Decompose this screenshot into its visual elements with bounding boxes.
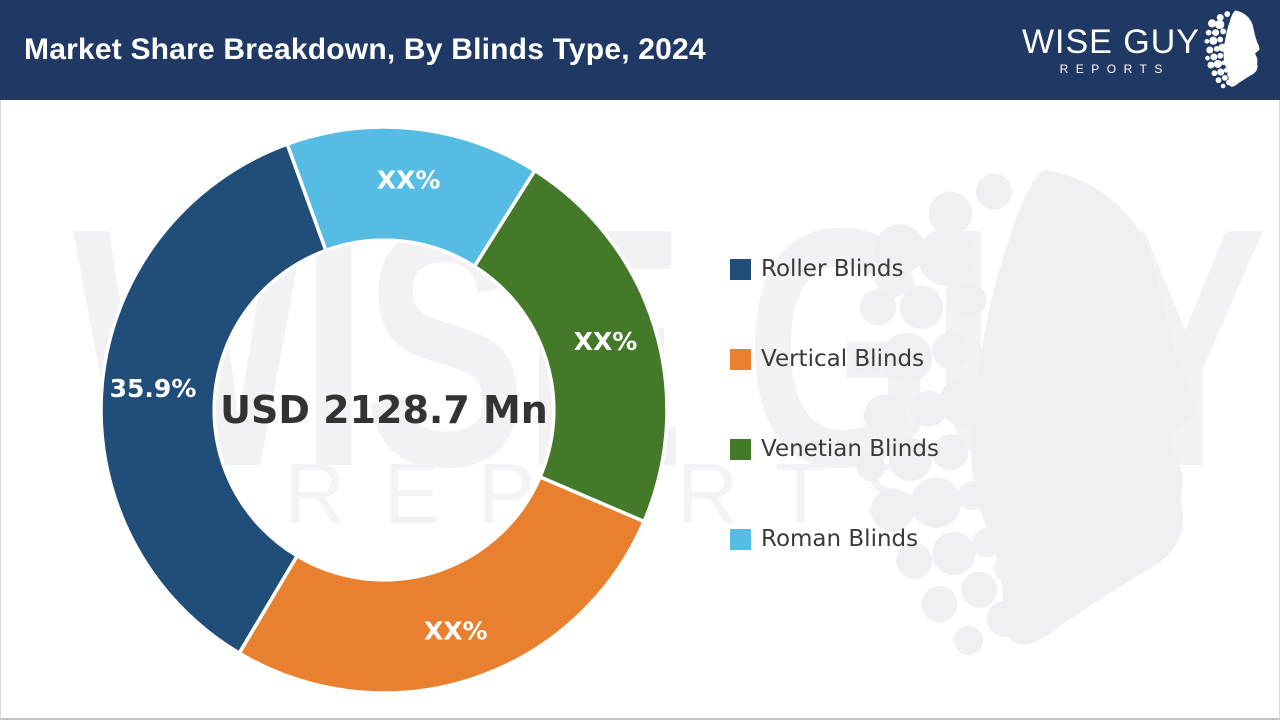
donut-slices	[99, 125, 669, 695]
legend-swatch-roller-blinds	[730, 258, 751, 280]
legend-swatch-roman-blinds	[730, 528, 751, 550]
slice-label-roman-blinds: XX%	[377, 165, 441, 194]
legend-swatch-vertical-blinds	[730, 348, 751, 370]
donut-chart: 35.9% XX% XX% XX% USD 2128.7 Mn	[99, 125, 669, 695]
legend-item-vertical-blinds: Vertical Blinds	[730, 339, 939, 379]
brand-face-icon	[1204, 9, 1262, 91]
donut-labels: 35.9% XX% XX% XX%	[110, 165, 638, 645]
donut-slice-roller-blinds	[99, 142, 328, 655]
legend-item-venetian-blinds: Venetian Blinds	[730, 429, 939, 469]
donut-center-label: USD 2128.7 Mn	[220, 388, 548, 432]
legend-label-roman-blinds: Roman Blinds	[761, 526, 919, 552]
legend-item-roller-blinds: Roller Blinds	[730, 249, 939, 289]
page-title: Market Share Breakdown, By Blinds Type, …	[24, 33, 706, 66]
legend-item-roman-blinds: Roman Blinds	[730, 519, 939, 559]
donut-slice-roman-blinds	[285, 125, 537, 269]
slice-label-roller-blinds: 35.9%	[110, 374, 197, 403]
header-bar: Market Share Breakdown, By Blinds Type, …	[0, 0, 1280, 100]
legend-label-roller-blinds: Roller Blinds	[761, 256, 904, 282]
brand-logo: WISE GUY REPORTS	[1022, 9, 1262, 91]
slice-label-venetian-blinds: XX%	[574, 327, 638, 356]
legend-swatch-venetian-blinds	[730, 438, 751, 460]
slice-label-vertical-blinds: XX%	[424, 617, 488, 646]
brand-logo-text: WISE GUY REPORTS	[1022, 25, 1200, 75]
chart-legend: Roller Blinds Vertical Blinds Venetian B…	[730, 249, 939, 609]
legend-label-venetian-blinds: Venetian Blinds	[761, 436, 939, 462]
brand-subtitle: REPORTS	[1059, 62, 1170, 76]
brand-wordmark: WISE GUY	[1021, 23, 1200, 61]
donut-slice-vertical-blinds	[237, 475, 646, 695]
donut-slice-venetian-blinds	[472, 168, 669, 524]
chart-canvas: WISE GUY REPORTS 35.9%XX%XX%XX% USD 2128…	[0, 100, 1280, 720]
legend-label-vertical-blinds: Vertical Blinds	[761, 346, 925, 372]
